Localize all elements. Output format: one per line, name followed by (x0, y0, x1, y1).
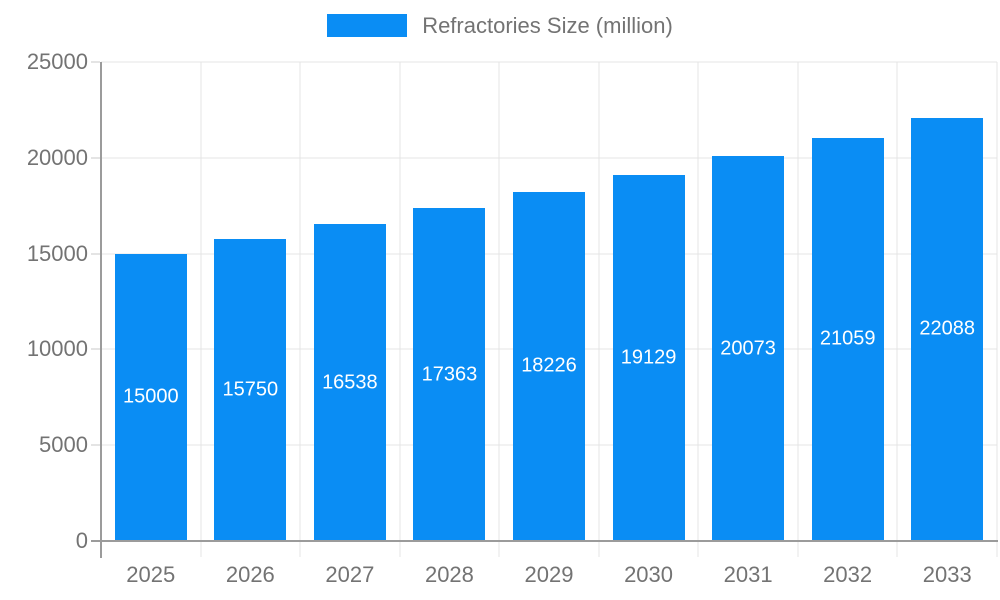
y-tick-label: 15000 (26, 240, 88, 266)
h-gridline (101, 61, 997, 63)
legend-label: Refractories Size (million) (422, 13, 673, 38)
bar-value-label: 17363 (421, 363, 478, 386)
bar-value-label: 15750 (222, 378, 279, 401)
x-tick-mark (200, 542, 202, 557)
bar-value-label: 18226 (521, 354, 577, 377)
x-axis-line (101, 540, 998, 542)
v-gridline (697, 62, 699, 541)
x-tick-label: 2030 (624, 562, 674, 587)
v-gridline (996, 62, 998, 541)
y-tick-label: 5000 (39, 432, 88, 458)
y-tick-mark (91, 348, 100, 351)
x-tick-mark (299, 542, 301, 557)
bar-2025[interactable]: 15000 (114, 253, 187, 541)
y-axis-line (100, 62, 102, 558)
bar-2033[interactable]: 22088 (911, 117, 984, 541)
legend-swatch-icon (327, 14, 408, 37)
y-tick-mark (91, 156, 100, 159)
y-tick-label: 25000 (26, 49, 88, 74)
v-gridline (797, 62, 799, 541)
bar-2026[interactable]: 15750 (214, 239, 287, 541)
y-tick-mark (91, 61, 100, 63)
y-tick-label: 20000 (26, 144, 88, 170)
x-tick-mark (797, 542, 799, 557)
plot-area: 15000 15750 16538 17363 18226 19129 20073 21059… (101, 61, 998, 541)
bar-2032[interactable]: 21059 (811, 137, 884, 541)
y-tick-mark (91, 444, 100, 447)
x-tick-label: 2027 (325, 562, 375, 587)
legend-item[interactable]: Refractories Size (million) (0, 14, 1000, 37)
y-tick-mark (91, 252, 100, 255)
x-tick-label: 2026 (225, 562, 275, 587)
bar-2027[interactable]: 16538 (313, 224, 386, 541)
x-tick-label: 2033 (922, 562, 972, 587)
bar-value-label: 19129 (620, 346, 677, 369)
v-gridline (498, 62, 500, 541)
h-gridline (101, 157, 997, 159)
x-tick-label: 2028 (424, 562, 474, 587)
x-axis-ticks (101, 542, 998, 557)
x-tick-label: 2025 (126, 562, 176, 587)
bar-2029[interactable]: 18226 (513, 191, 585, 541)
y-tick-label: 10000 (26, 336, 88, 362)
v-gridline (200, 62, 202, 541)
y-axis-labels: 0 5000 10000 15000 20000 25000 (0, 50, 88, 553)
v-gridline (399, 62, 401, 541)
bar-2030[interactable]: 19129 (612, 174, 685, 541)
bar-value-label: 21059 (819, 327, 876, 350)
x-tick-label: 2029 (524, 562, 574, 587)
x-tick-label: 2032 (823, 562, 873, 587)
x-tick-mark (697, 542, 699, 557)
x-tick-mark (399, 542, 401, 557)
x-tick-mark (498, 542, 500, 557)
v-gridline (299, 62, 301, 541)
x-tick-mark (996, 542, 998, 557)
bar-2028[interactable]: 17363 (413, 208, 486, 541)
y-axis-ticks (91, 61, 100, 542)
bar-2031[interactable]: 20073 (712, 156, 785, 541)
y-tick-mark (91, 540, 100, 542)
v-gridline (598, 62, 600, 541)
x-axis-labels: 2025 2026 2027 2028 2029 2030 2031 2032 2033 (101, 558, 997, 592)
bar-value-label: 22088 (919, 317, 976, 340)
x-tick-mark (896, 542, 898, 557)
x-tick-label: 2031 (723, 562, 773, 587)
bar-value-label: 15000 (122, 385, 179, 408)
bar-value-label: 16538 (322, 371, 378, 394)
x-tick-mark (598, 542, 600, 557)
v-gridline (896, 62, 898, 541)
y-tick-label: 0 (75, 528, 88, 553)
bar-value-label: 20073 (720, 337, 776, 360)
